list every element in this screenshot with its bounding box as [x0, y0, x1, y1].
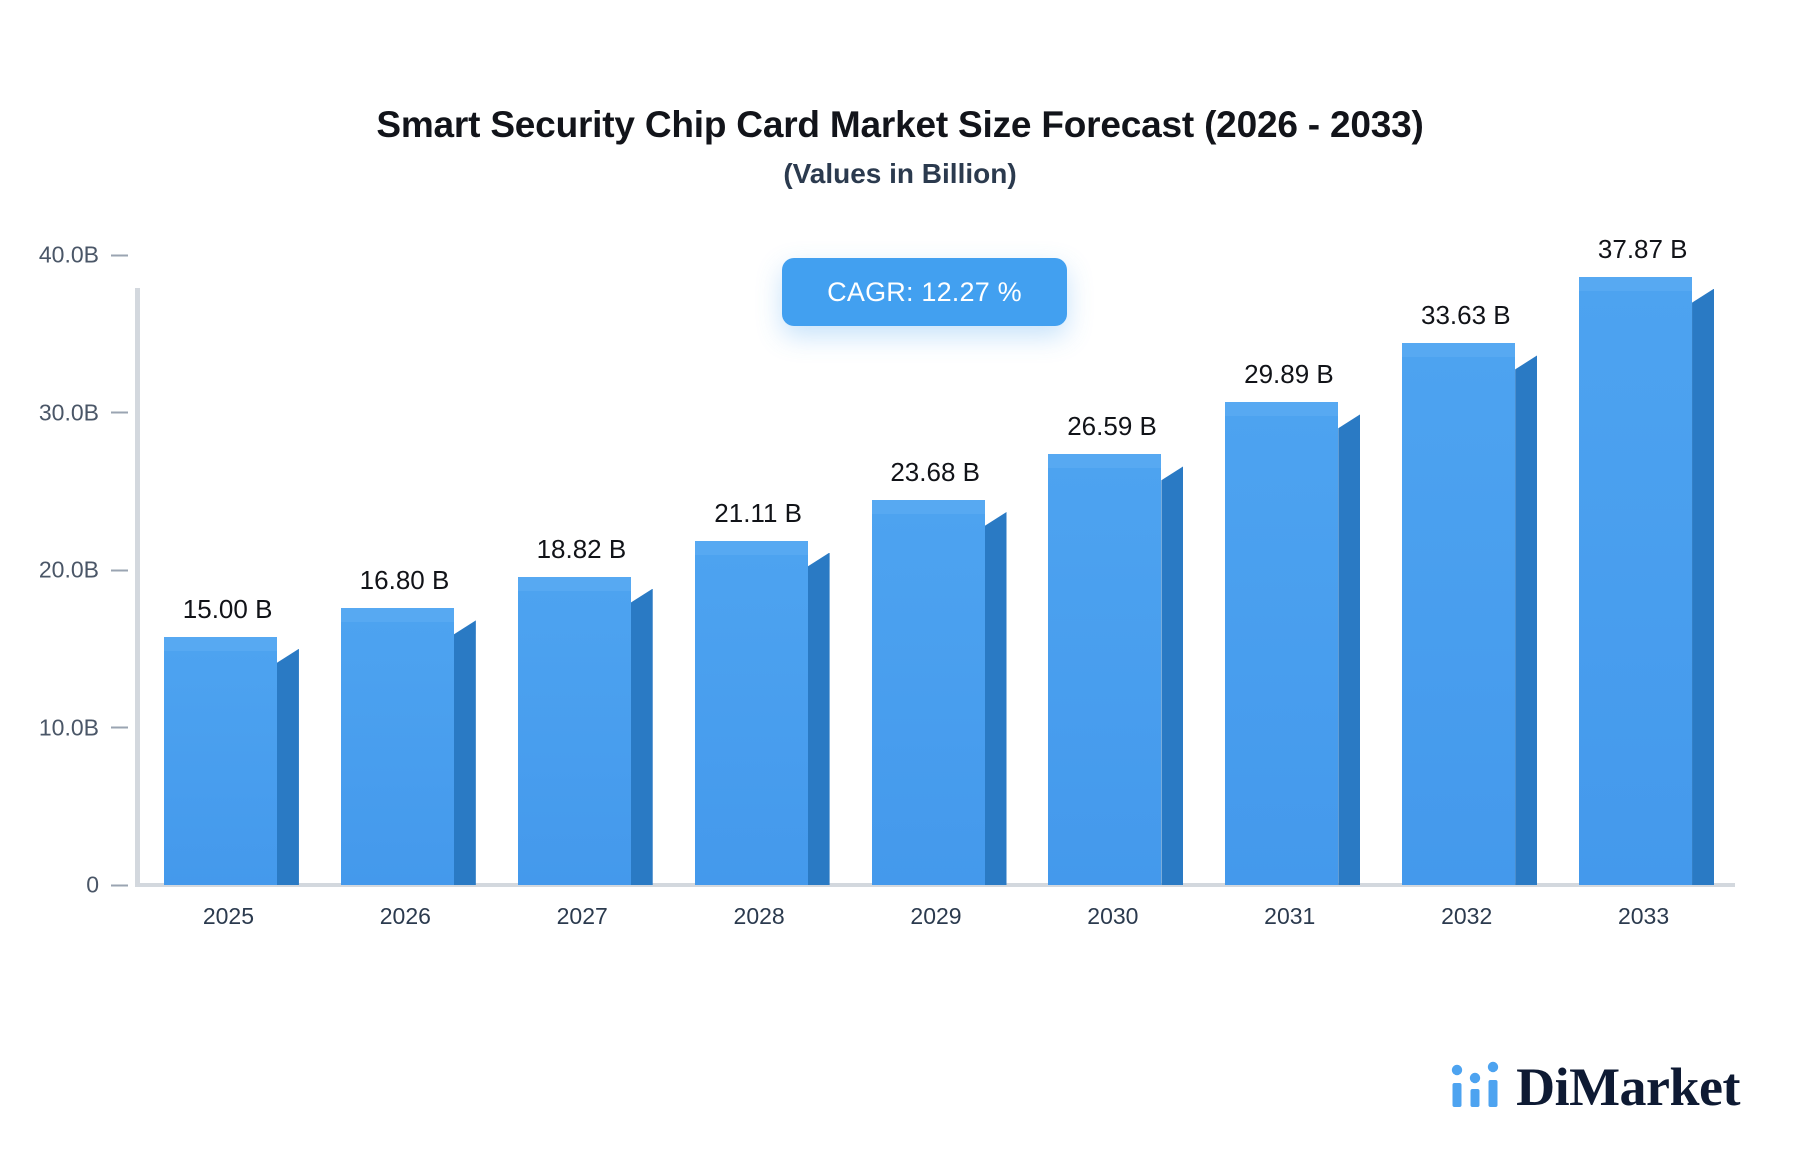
y-tick-label: 30.0B	[38, 399, 99, 425]
bar-series: 15.00 B 16.80 B 18.82 B 21.11 B 23.68 B 26.59…	[140, 234, 1732, 885]
bar-side-face	[1515, 355, 1538, 885]
bar-top-face	[1579, 276, 1693, 291]
y-tick-mark	[111, 726, 128, 729]
x-label-2031: 2031	[1264, 903, 1316, 929]
x-label-2028: 2028	[733, 903, 785, 929]
bar-2030[interactable]: 26.59 B	[1048, 411, 1184, 885]
x-label-2032: 2032	[1441, 903, 1493, 929]
y-tick-mark	[111, 254, 128, 257]
y-tick-mark	[111, 569, 128, 572]
x-label-2029: 2029	[910, 903, 962, 929]
y-tick-label: 10.0B	[38, 714, 99, 740]
bar-face	[871, 512, 985, 885]
bar-value-label: 15.00 B	[182, 593, 273, 624]
bar-face	[340, 620, 454, 885]
bar-2033[interactable]: 37.87 B	[1579, 234, 1715, 885]
bar-top-face	[517, 576, 631, 591]
y-tick-label: 20.0B	[38, 556, 99, 583]
bar-2032[interactable]: 33.63 B	[1402, 300, 1538, 885]
y-tick-30: 30.0B	[39, 399, 128, 426]
bar-face	[517, 588, 631, 885]
x-axis-labels: 2025 2026 2027 2028 2029 2030 2031 2032 2033	[140, 903, 1732, 943]
chart-subtitle: (Values in Billion)	[783, 158, 1017, 189]
bar-top-face	[1225, 402, 1339, 417]
bar-face	[163, 648, 277, 885]
bar-2028[interactable]: 21.11 B	[694, 498, 830, 885]
bar-top-face	[340, 608, 454, 623]
bar-value-label: 26.59 B	[1067, 411, 1157, 442]
y-tick-20: 20.0B	[39, 557, 128, 584]
bar-value-label: 16.80 B	[359, 565, 450, 596]
bar-side-face	[807, 552, 830, 885]
bar-side-face	[1161, 466, 1184, 885]
bar-side-face	[1338, 414, 1361, 885]
bar-top-face	[871, 500, 985, 515]
bar-face	[1225, 414, 1339, 885]
bar-face	[1402, 355, 1516, 885]
bar-2031[interactable]: 29.89 B	[1225, 359, 1361, 885]
y-tick-10: 10.0B	[39, 714, 128, 741]
bar-value-label: 29.89 B	[1244, 359, 1334, 390]
cagr-badge: CAGR: 12.27 %	[782, 258, 1067, 326]
y-tick-0: 0	[86, 872, 128, 899]
bar-side-face	[1692, 288, 1715, 885]
bar-2027[interactable]: 18.82 B	[517, 534, 653, 885]
bar-value-label: 21.11 B	[714, 497, 802, 528]
x-label-2025: 2025	[202, 903, 255, 929]
x-label-2033: 2033	[1617, 903, 1670, 929]
bar-side-face	[984, 512, 1007, 885]
bar-2029[interactable]: 23.68 B	[871, 457, 1007, 885]
bar-top-face	[163, 636, 277, 651]
bar-value-label: 23.68 B	[890, 457, 980, 488]
y-tick-label: 0	[86, 871, 99, 898]
x-label-2026: 2026	[379, 903, 431, 929]
x-label-2027: 2027	[556, 903, 608, 929]
logo-text: DiMarket	[1516, 1057, 1740, 1117]
x-axis-line	[135, 883, 1735, 887]
bar-side-face	[276, 648, 299, 885]
bar-top-face	[1048, 454, 1162, 469]
y-tick-mark	[111, 884, 128, 887]
dimarket-logo: DiMarket	[1450, 1060, 1740, 1114]
bar-top-face	[1402, 343, 1516, 358]
bar-side-face	[453, 620, 476, 885]
y-tick-mark	[111, 411, 128, 414]
bar-2025[interactable]: 15.00 B	[163, 594, 299, 885]
bar-value-label: 37.87 B	[1597, 233, 1688, 264]
bar-value-label: 18.82 B	[536, 533, 627, 564]
bar-chart-icon	[1450, 1061, 1502, 1114]
x-label-2030: 2030	[1087, 903, 1139, 929]
bar-face	[1048, 466, 1162, 885]
bar-face	[694, 552, 808, 885]
bar-value-label: 33.63 B	[1421, 300, 1511, 331]
bar-face	[1579, 288, 1693, 885]
chart-title: Smart Security Chip Card Market Size For…	[376, 104, 1424, 145]
bar-side-face	[630, 588, 653, 885]
y-tick-40: 40.0B	[39, 242, 128, 269]
y-tick-label: 40.0B	[38, 241, 99, 268]
y-axis-line	[135, 288, 140, 883]
y-axis-ticks: 40.0B 30.0B 20.0B 10.0B 0	[0, 0, 128, 1156]
bar-top-face	[694, 540, 808, 555]
bar-2026[interactable]: 16.80 B	[340, 565, 476, 885]
